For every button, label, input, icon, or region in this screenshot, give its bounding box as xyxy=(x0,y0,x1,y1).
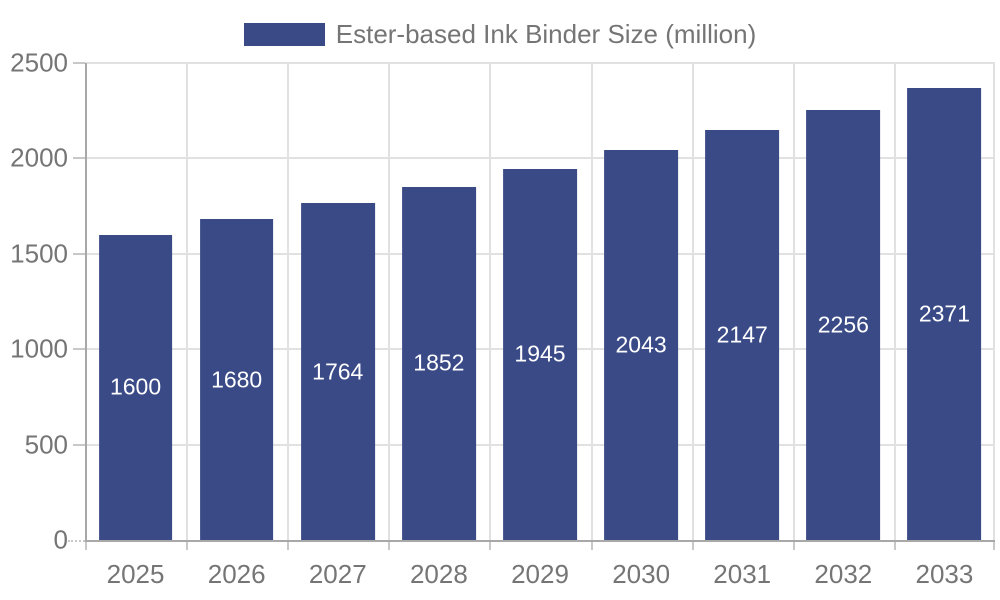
x-tick-label-2029: 2029 xyxy=(511,559,569,589)
y-tick-1000 xyxy=(73,348,85,351)
x-tick-4 xyxy=(489,540,492,550)
chart-legend: Ester-based Ink Binder Size (million) xyxy=(0,21,1000,47)
plot-area: 1600 1680 1764 1852 1945 2043 2147 2256 2371 xyxy=(68,62,995,550)
y-tick-2500 xyxy=(73,62,85,64)
legend-label: Ester-based Ink Binder Size (million) xyxy=(335,19,757,49)
x-tick-label-2031: 2031 xyxy=(713,559,772,589)
bar-2032: 2256 xyxy=(806,109,881,540)
x-tick-label-2032: 2032 xyxy=(814,559,873,589)
x-tick-label-2027: 2027 xyxy=(308,559,367,589)
y-axis-line xyxy=(85,63,87,540)
bar-2031: 2147 xyxy=(705,130,780,540)
bar-2030: 2043 xyxy=(604,150,679,540)
bar-value-label-2033: 2371 xyxy=(918,300,971,327)
y-tick-2000 xyxy=(73,157,85,160)
bar-2025: 1600 xyxy=(98,234,173,540)
y-tick-500 xyxy=(73,443,85,446)
v-gridline-1 xyxy=(186,63,189,540)
x-tick-label-2028: 2028 xyxy=(409,559,468,589)
bar-value-label-2031: 2147 xyxy=(716,321,768,348)
x-tick-1 xyxy=(186,540,189,550)
legend-swatch xyxy=(243,22,325,46)
bar-value-label-2025: 1600 xyxy=(109,373,162,400)
x-tick-8 xyxy=(893,540,896,550)
x-tick-label-2025: 2025 xyxy=(106,559,165,589)
x-tick-3 xyxy=(388,540,391,550)
x-tick-5 xyxy=(590,540,593,550)
y-tick-label-1500: 1500 xyxy=(10,238,68,269)
x-axis-labels: 2025 2026 2027 2028 2029 2030 2031 2032 2033 xyxy=(85,549,995,591)
y-tick-1500 xyxy=(73,252,85,255)
x-tick-label-2030: 2030 xyxy=(612,559,671,589)
y-tick-label-500: 500 xyxy=(24,429,68,460)
bar-value-label-2030: 2043 xyxy=(615,331,667,358)
bar-2028: 1852 xyxy=(401,186,476,540)
bar-2033: 2371 xyxy=(907,87,982,540)
y-tick-label-0: 0 xyxy=(53,524,68,555)
bar-value-label-2029: 1945 xyxy=(514,340,566,367)
bar-value-label-2026: 1680 xyxy=(211,366,263,393)
y-tick-0 xyxy=(68,540,85,542)
bar-value-label-2027: 1764 xyxy=(312,358,364,385)
v-gridline-4 xyxy=(489,63,492,540)
bar-2029: 1945 xyxy=(503,168,577,540)
v-gridline-5 xyxy=(590,63,593,540)
x-tick-0 xyxy=(85,540,87,550)
bar-2027: 1764 xyxy=(300,203,375,540)
x-tick-7 xyxy=(792,540,795,550)
x-tick-2 xyxy=(287,540,290,550)
x-tick-label-2026: 2026 xyxy=(207,559,266,589)
bar-value-label-2032: 2256 xyxy=(817,311,869,338)
x-tick-label-2033: 2033 xyxy=(915,559,974,589)
bar-2026: 1680 xyxy=(199,219,274,540)
v-gridline-3 xyxy=(388,63,391,540)
x-tick-9 xyxy=(993,540,995,550)
bar-value-label-2028: 1852 xyxy=(413,349,465,376)
h-gridline-2500 xyxy=(85,62,995,64)
y-axis-labels: 0 500 1000 1500 2000 2500 xyxy=(0,48,68,555)
x-tick-6 xyxy=(691,540,694,550)
v-gridline-9 xyxy=(993,63,995,540)
h-gridline-2000 xyxy=(85,157,995,160)
y-tick-label-2500: 2500 xyxy=(10,47,68,78)
v-gridline-8 xyxy=(893,63,896,540)
v-gridline-7 xyxy=(792,63,795,540)
v-gridline-2 xyxy=(287,63,290,540)
y-tick-label-2000: 2000 xyxy=(10,142,68,173)
y-tick-label-1000: 1000 xyxy=(10,333,68,364)
x-axis-line xyxy=(85,540,995,542)
v-gridline-6 xyxy=(691,63,694,540)
